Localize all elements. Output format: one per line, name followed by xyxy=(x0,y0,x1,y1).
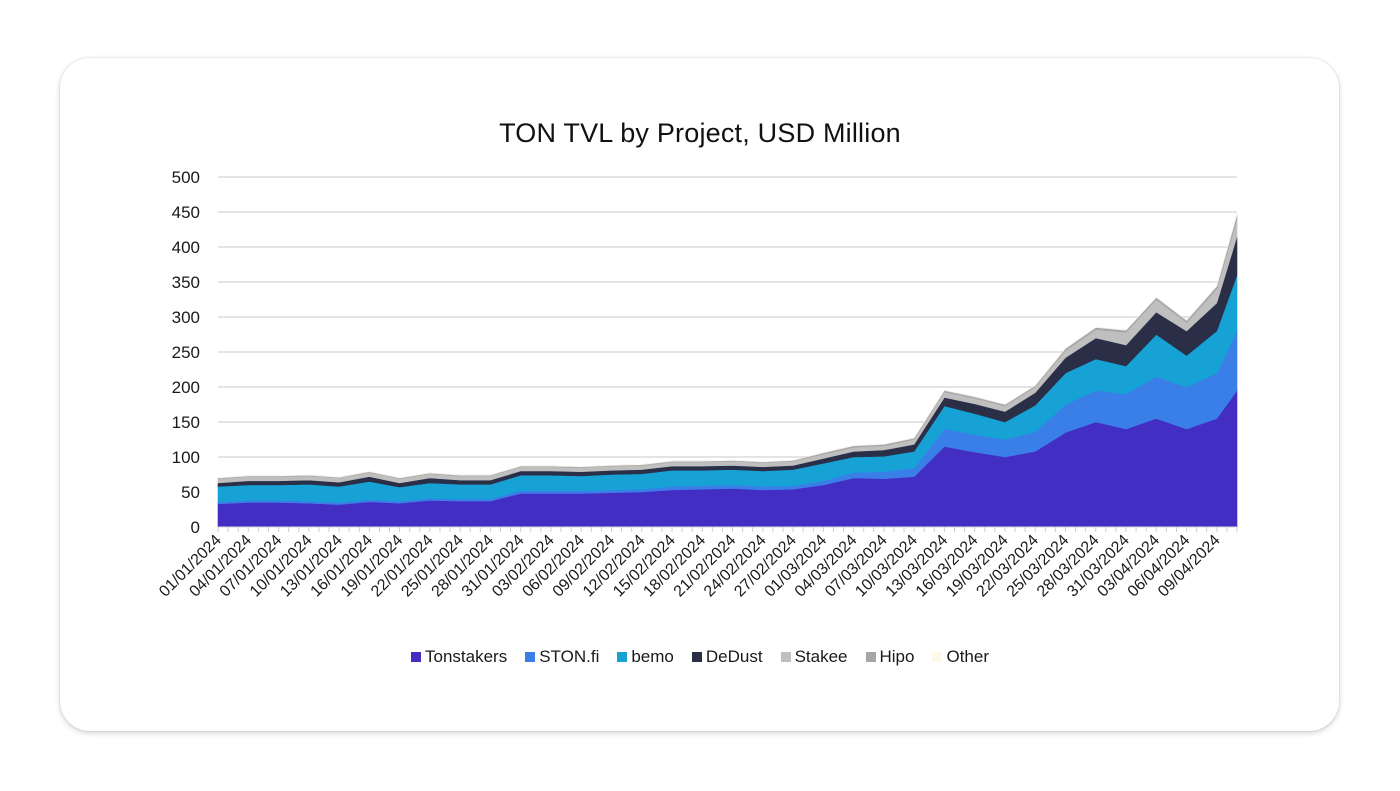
legend-item: Stakee xyxy=(780,647,848,667)
y-tick-label: 400 xyxy=(172,238,200,257)
legend-label: Tonstakers xyxy=(425,647,508,666)
legend-item: bemo xyxy=(617,647,674,667)
y-tick-label: 150 xyxy=(172,413,200,432)
legend-item: DeDust xyxy=(691,647,763,667)
legend-label: bemo xyxy=(631,647,674,666)
legend-label: Stakee xyxy=(794,647,848,666)
legend-label: Hipo xyxy=(879,647,915,666)
x-axis: 01/01/202404/01/202407/01/202410/01/2024… xyxy=(156,526,1238,600)
legend-label: Other xyxy=(946,647,989,666)
legend-swatch xyxy=(617,652,628,662)
legend-item: Other xyxy=(932,647,989,667)
y-axis: 0 50 100 150 200 250 300 350 400 450 500 xyxy=(172,168,200,537)
area-other xyxy=(217,214,1238,479)
chart-title: TON TVL by Project, USD Million xyxy=(499,118,901,148)
legend-item: Tonstakers xyxy=(411,647,507,667)
legend-item: STON.fi xyxy=(525,647,599,667)
legend-swatch xyxy=(525,652,536,662)
legend-swatch xyxy=(411,652,421,662)
legend: Tonstakers STON.fi bemo DeDust Stakee Hipo Oth… xyxy=(0,647,1400,667)
legend-label: DeDust xyxy=(705,647,763,666)
legend-swatch xyxy=(691,652,702,662)
legend-swatch xyxy=(865,652,876,662)
legend-label: STON.fi xyxy=(539,647,600,666)
y-tick-label: 50 xyxy=(181,483,200,502)
series-areas xyxy=(217,214,1238,528)
y-tick-label: 200 xyxy=(172,378,200,397)
legend-swatch xyxy=(932,652,943,662)
y-tick-label: 250 xyxy=(172,343,200,362)
y-tick-label: 300 xyxy=(172,308,200,327)
y-tick-label: 500 xyxy=(172,168,200,187)
legend-swatch xyxy=(780,652,791,662)
legend-item: Hipo xyxy=(865,647,915,667)
y-tick-label: 0 xyxy=(191,518,200,537)
y-tick-label: 450 xyxy=(172,203,200,222)
y-tick-label: 350 xyxy=(172,273,200,292)
y-tick-label: 100 xyxy=(172,448,200,467)
